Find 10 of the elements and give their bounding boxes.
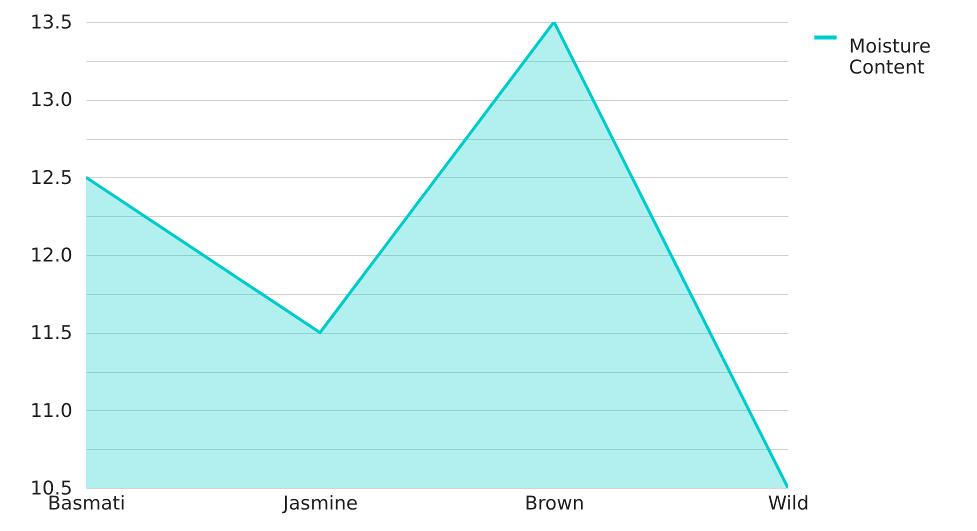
y-tick-label: 12.0 [30,244,72,266]
y-tick-label: 11.0 [30,400,72,422]
y-tick-label: 12.5 [30,166,72,189]
y-tick-label: 11.5 [30,322,72,344]
x-tick-label: Wild [768,492,809,514]
y-tick-label: 13.5 [30,12,72,34]
legend-label: Moisture Content [849,36,931,78]
x-tick-label: Jasmine [282,492,358,514]
x-tick-label: Brown [524,492,584,514]
y-tick-label: 13.0 [30,89,72,112]
